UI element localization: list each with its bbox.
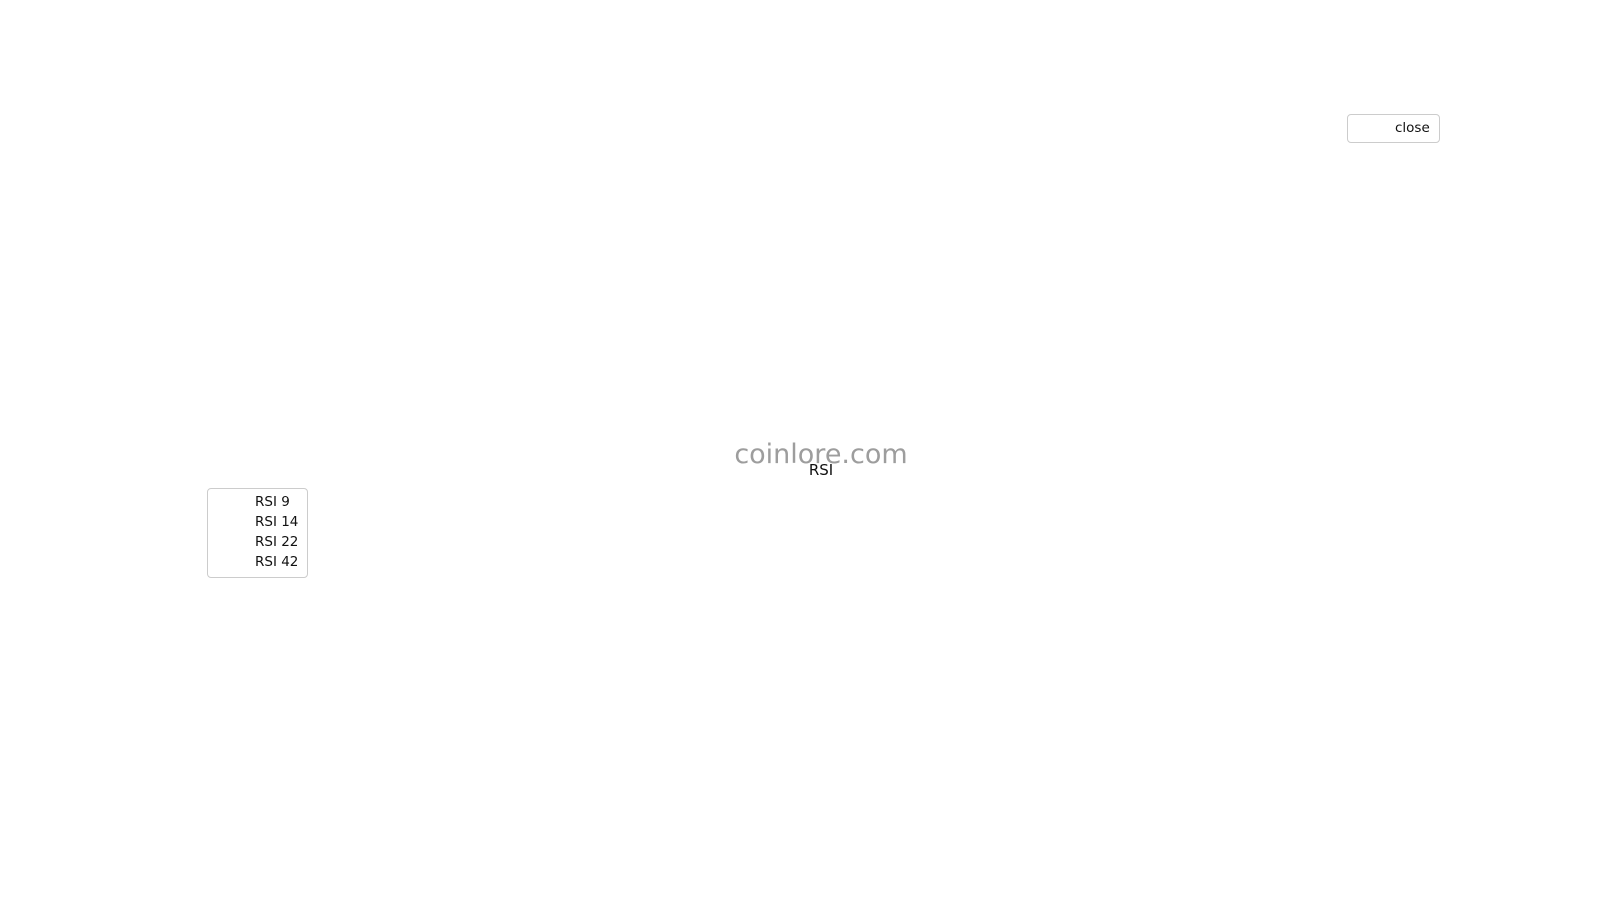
legend-label-close: close xyxy=(1395,119,1430,136)
legend-row: RSI 9 xyxy=(208,493,307,513)
legend-rsi: RSI 9 RSI 14 RSI 22 RSI 42 xyxy=(207,488,309,578)
rsi42-line-swatch xyxy=(217,562,246,565)
legend-label-rsi22: RSI 22 xyxy=(255,534,299,551)
watermark: coinlore.com xyxy=(734,439,908,470)
legend-row: RSI 22 xyxy=(208,533,307,553)
rsi9-line-swatch xyxy=(217,502,246,505)
rsi14-line-swatch xyxy=(217,522,246,525)
legend-row: RSI 14 xyxy=(208,513,307,533)
legend-label-rsi42: RSI 42 xyxy=(255,554,299,571)
legend-label-rsi14: RSI 14 xyxy=(255,514,299,531)
legend-label-rsi9: RSI 9 xyxy=(255,494,290,511)
rsi-chart-title: RSI xyxy=(808,461,834,479)
legend-close: close xyxy=(1347,114,1440,143)
close-line-swatch xyxy=(1357,127,1386,130)
rsi22-line-swatch xyxy=(217,542,246,545)
legend-row: RSI 42 xyxy=(208,553,307,573)
legend-row: close xyxy=(1348,119,1439,139)
